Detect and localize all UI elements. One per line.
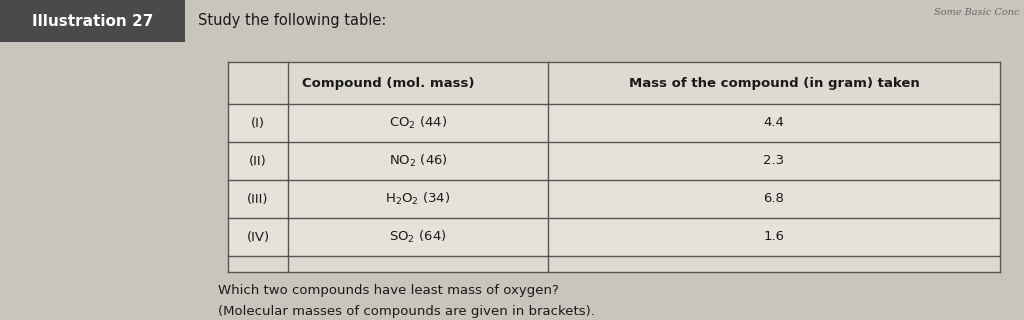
Text: 4.4: 4.4: [764, 116, 784, 130]
Text: (Molecular masses of compounds are given in brackets).: (Molecular masses of compounds are given…: [218, 305, 595, 318]
Bar: [228, 104, 1000, 142]
Text: (III): (III): [247, 193, 268, 205]
Text: SO$_2$ (64): SO$_2$ (64): [389, 229, 446, 245]
Text: 2.3: 2.3: [764, 155, 784, 167]
Text: Some Basic Conc: Some Basic Conc: [935, 8, 1020, 17]
Text: (IV): (IV): [247, 230, 269, 244]
Text: Illustration 27: Illustration 27: [32, 13, 154, 28]
Text: Mass of the compound (in gram) taken: Mass of the compound (in gram) taken: [629, 76, 920, 90]
Text: CO$_2$ (44): CO$_2$ (44): [389, 115, 447, 131]
Text: Compound (mol. mass): Compound (mol. mass): [302, 76, 474, 90]
Text: H$_2$O$_2$ (34): H$_2$O$_2$ (34): [385, 191, 451, 207]
Bar: [228, 142, 1000, 180]
Text: 1.6: 1.6: [764, 230, 784, 244]
Bar: [0, 0, 185, 42]
Text: 6.8: 6.8: [764, 193, 784, 205]
Text: (II): (II): [249, 155, 267, 167]
Text: NO$_2$ (46): NO$_2$ (46): [388, 153, 447, 169]
Text: (I): (I): [251, 116, 265, 130]
Bar: [228, 62, 1000, 272]
Text: Study the following table:: Study the following table:: [198, 13, 386, 28]
Bar: [228, 218, 1000, 256]
Text: Which two compounds have least mass of oxygen?: Which two compounds have least mass of o…: [218, 284, 559, 297]
Bar: [228, 180, 1000, 218]
